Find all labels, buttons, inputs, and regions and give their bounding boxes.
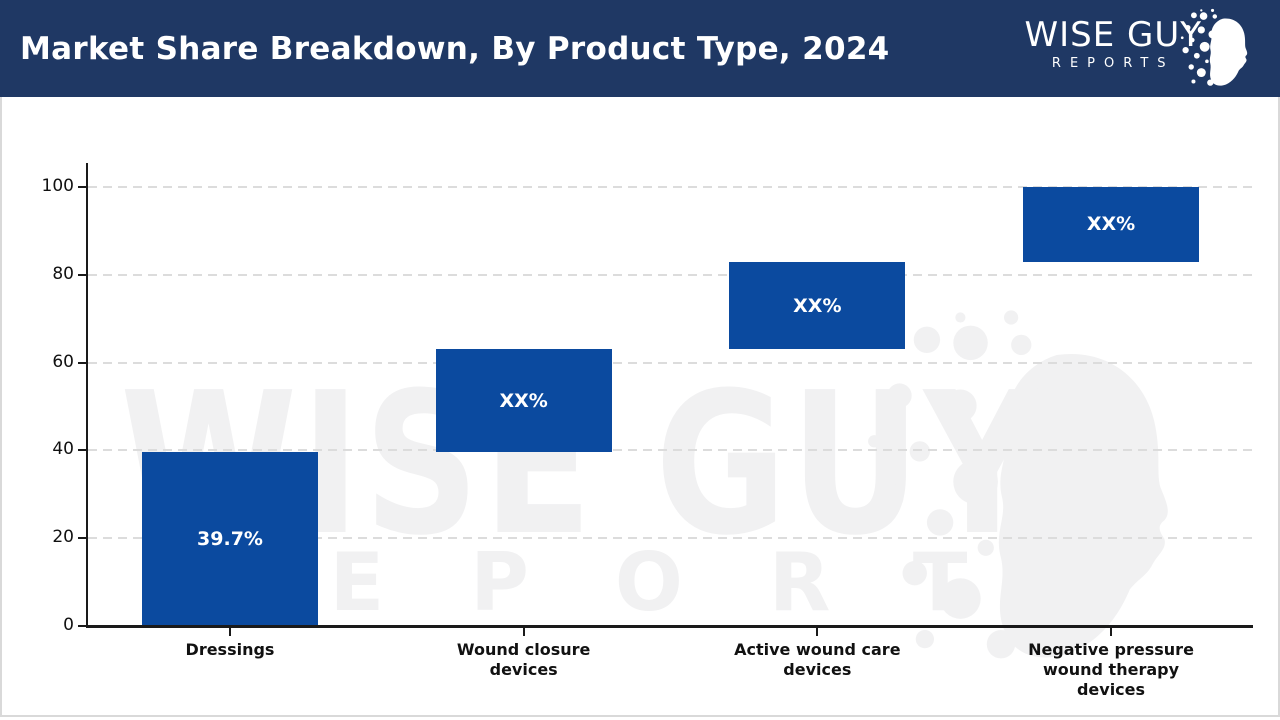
y-tick-label-100: 100 [41,176,74,196]
brand-logo-name: WISE GUY [1024,15,1202,55]
bar-value-label: XX% [793,294,842,317]
x-tick [522,628,525,636]
x-tick [816,628,819,636]
header-bar: Market Share Breakdown, By Product Type,… [0,0,1280,97]
bar-segment[interactable]: XX% [435,349,612,452]
watermark-subtext: REPORTS [182,536,1198,629]
brand-logo-text: WISE GUY REPORTS [1024,17,1202,71]
gridline-40 [88,449,1253,452]
gridline-100 [88,186,1253,188]
y-tick-label-40: 40 [52,439,74,460]
category-label: Active wound care devices [734,640,901,679]
category-label: Negative pressure wound therapy devices [1028,640,1194,699]
logo-head-icon [1180,8,1248,86]
y-tick-80 [78,273,87,276]
y-tick-label-80: 80 [52,263,74,284]
y-tick-label-20: 20 [52,527,74,548]
brand-logo: WISE GUY REPORTS [1012,0,1274,97]
bar-segment[interactable]: XX% [1023,187,1199,262]
bar-segment[interactable]: 39.7% [142,451,318,626]
y-tick-60 [78,361,87,364]
bar-segment[interactable]: XX% [729,261,906,350]
gridline-60 [88,361,1253,364]
bar-value-label: 39.7% [197,527,263,550]
category-label: Dressings [185,640,275,659]
page-title: Market Share Breakdown, By Product Type,… [20,30,890,67]
y-axis-line [86,163,88,628]
y-tick-40 [78,449,87,452]
y-tick-0 [78,625,87,627]
x-tick [229,628,231,636]
y-tick-100 [78,186,87,188]
y-tick-label-0: 0 [63,615,74,635]
x-tick [1110,628,1112,636]
bar-value-label: XX% [1086,213,1136,236]
x-axis-line [86,625,1253,628]
gridline-20 [88,537,1253,540]
gridline-80 [88,273,1253,276]
y-tick-label-60: 60 [52,351,74,372]
bar-value-label: XX% [499,389,548,412]
category-label: Wound closure devices [456,640,591,679]
brand-logo-subname: REPORTS [1051,56,1175,71]
y-tick-20 [78,537,87,540]
watermark-head-icon [868,310,1168,659]
